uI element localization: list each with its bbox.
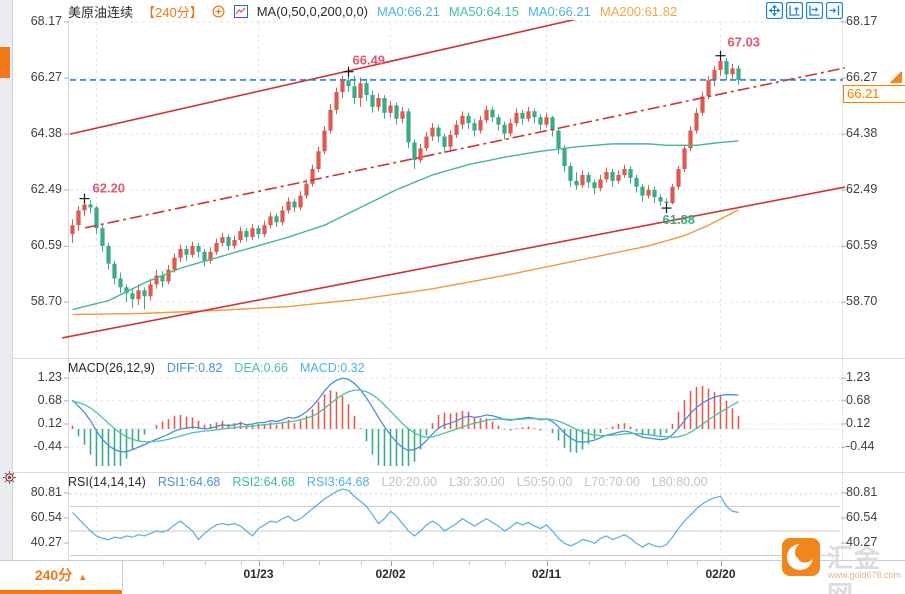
date-tick-minor xyxy=(318,561,320,565)
date-label: 02/11 xyxy=(531,567,562,581)
rsi-level-l50: L50:50.00 xyxy=(516,475,573,489)
rsi-level-l20: L20:20.00 xyxy=(381,475,438,489)
main-price-chart[interactable]: 62.20 66.49 67.03 61.88 xyxy=(0,20,905,358)
date-tick-minor xyxy=(696,561,698,565)
date-label: 02/02 xyxy=(375,567,406,581)
date-tick-minor xyxy=(624,561,626,565)
date-tick-minor xyxy=(504,561,506,565)
date-tick xyxy=(720,561,722,566)
date-tick-minor xyxy=(666,561,668,565)
rsi-level-l80: L80:80.00 xyxy=(651,475,708,489)
date-tick-minor xyxy=(468,561,470,565)
interval-tag[interactable]: 【240分】 xyxy=(142,4,203,20)
date-tick-minor xyxy=(282,561,284,565)
rsi-settings-sun-icon[interactable] xyxy=(2,470,17,490)
price-flag-icon xyxy=(890,71,903,89)
plot-left-border xyxy=(68,20,69,560)
interval-tab[interactable]: 240分 ▲ xyxy=(0,561,123,590)
date-label: 02/20 xyxy=(705,567,736,581)
ma0-value: MA0:66.21 xyxy=(377,3,440,19)
scale-y-axis-icon[interactable] xyxy=(786,2,803,19)
price-annotation: 66.49 xyxy=(353,53,386,68)
macd-diff-value: DIFF:0.82 xyxy=(166,361,223,375)
scale-x-axis-icon[interactable] xyxy=(806,2,823,19)
date-tick xyxy=(258,561,260,566)
macd-dea-value: DEA:0.66 xyxy=(234,361,288,375)
interval-tab-label: 240分 xyxy=(34,567,73,583)
ma0-value-2: MA0:66.21 xyxy=(528,3,591,19)
rsi-level-l30: L30:30.00 xyxy=(449,475,505,489)
macd-formula: MACD(26,12,9) xyxy=(68,361,155,375)
rsi-panel[interactable] xyxy=(0,472,905,560)
date-tick-minor xyxy=(360,561,362,565)
price-annotation: 61.88 xyxy=(663,212,696,227)
left-toolbar-strip xyxy=(0,0,13,594)
macd-macd-value: MACD:0.32 xyxy=(299,361,365,375)
date-tick xyxy=(390,561,392,566)
rsi2-value: RSI2:64.68 xyxy=(232,475,295,489)
rsi-formula: RSI(14,14,14) xyxy=(68,475,146,489)
rsi-level-l70: L70:70.00 xyxy=(584,475,640,489)
date-tick-minor xyxy=(240,561,242,565)
chart-toolbar xyxy=(766,2,843,19)
macd-header: MACD(26,12,9) DIFF:0.82 DEA:0.66 MACD:0.… xyxy=(68,361,365,375)
add-indicator-icon[interactable] xyxy=(212,4,225,18)
go-to-latest-icon[interactable] xyxy=(826,2,843,19)
active-panel-accent xyxy=(0,47,10,78)
price-annotation: 67.03 xyxy=(728,35,761,50)
ma-formula: MA(0,50,0,200,0,0) xyxy=(256,3,369,19)
date-tick-minor xyxy=(204,561,206,565)
price-annotation: 62.20 xyxy=(93,181,126,196)
chart-header: 美原油连续 【240分】 MA(0,50,0,200,0,0) MA0:66.2… xyxy=(68,2,677,20)
move-chart-icon[interactable] xyxy=(766,2,783,19)
current-price-value: 66.21 xyxy=(847,86,880,101)
chevron-up-icon: ▲ xyxy=(78,572,88,582)
symbol-title: 美原油连续 xyxy=(68,4,134,20)
rsi1-value: RSI1:64.68 xyxy=(157,475,221,489)
macd-rsi-separator xyxy=(12,472,905,473)
rsi-header: RSI(14,14,14) RSI1:64.68 RSI2:64.68 RSI3… xyxy=(68,475,708,489)
date-tick xyxy=(546,561,548,566)
current-price-tag: 66.21 xyxy=(843,85,905,103)
rsi3-value: RSI3:64.68 xyxy=(306,475,370,489)
ma200-value: MA200:61.82 xyxy=(599,3,678,19)
interval-tab-underline xyxy=(0,590,122,594)
date-tick-minor xyxy=(162,561,164,565)
ma50-value: MA50:64.15 xyxy=(448,3,519,19)
main-macd-separator xyxy=(12,358,905,359)
date-tick-minor xyxy=(432,561,434,565)
mini-chart-icon[interactable] xyxy=(233,4,248,18)
date-label: 01/23 xyxy=(243,567,274,581)
date-tick-minor xyxy=(588,561,590,565)
plot-right-border xyxy=(842,20,843,560)
macd-panel[interactable] xyxy=(0,358,905,472)
